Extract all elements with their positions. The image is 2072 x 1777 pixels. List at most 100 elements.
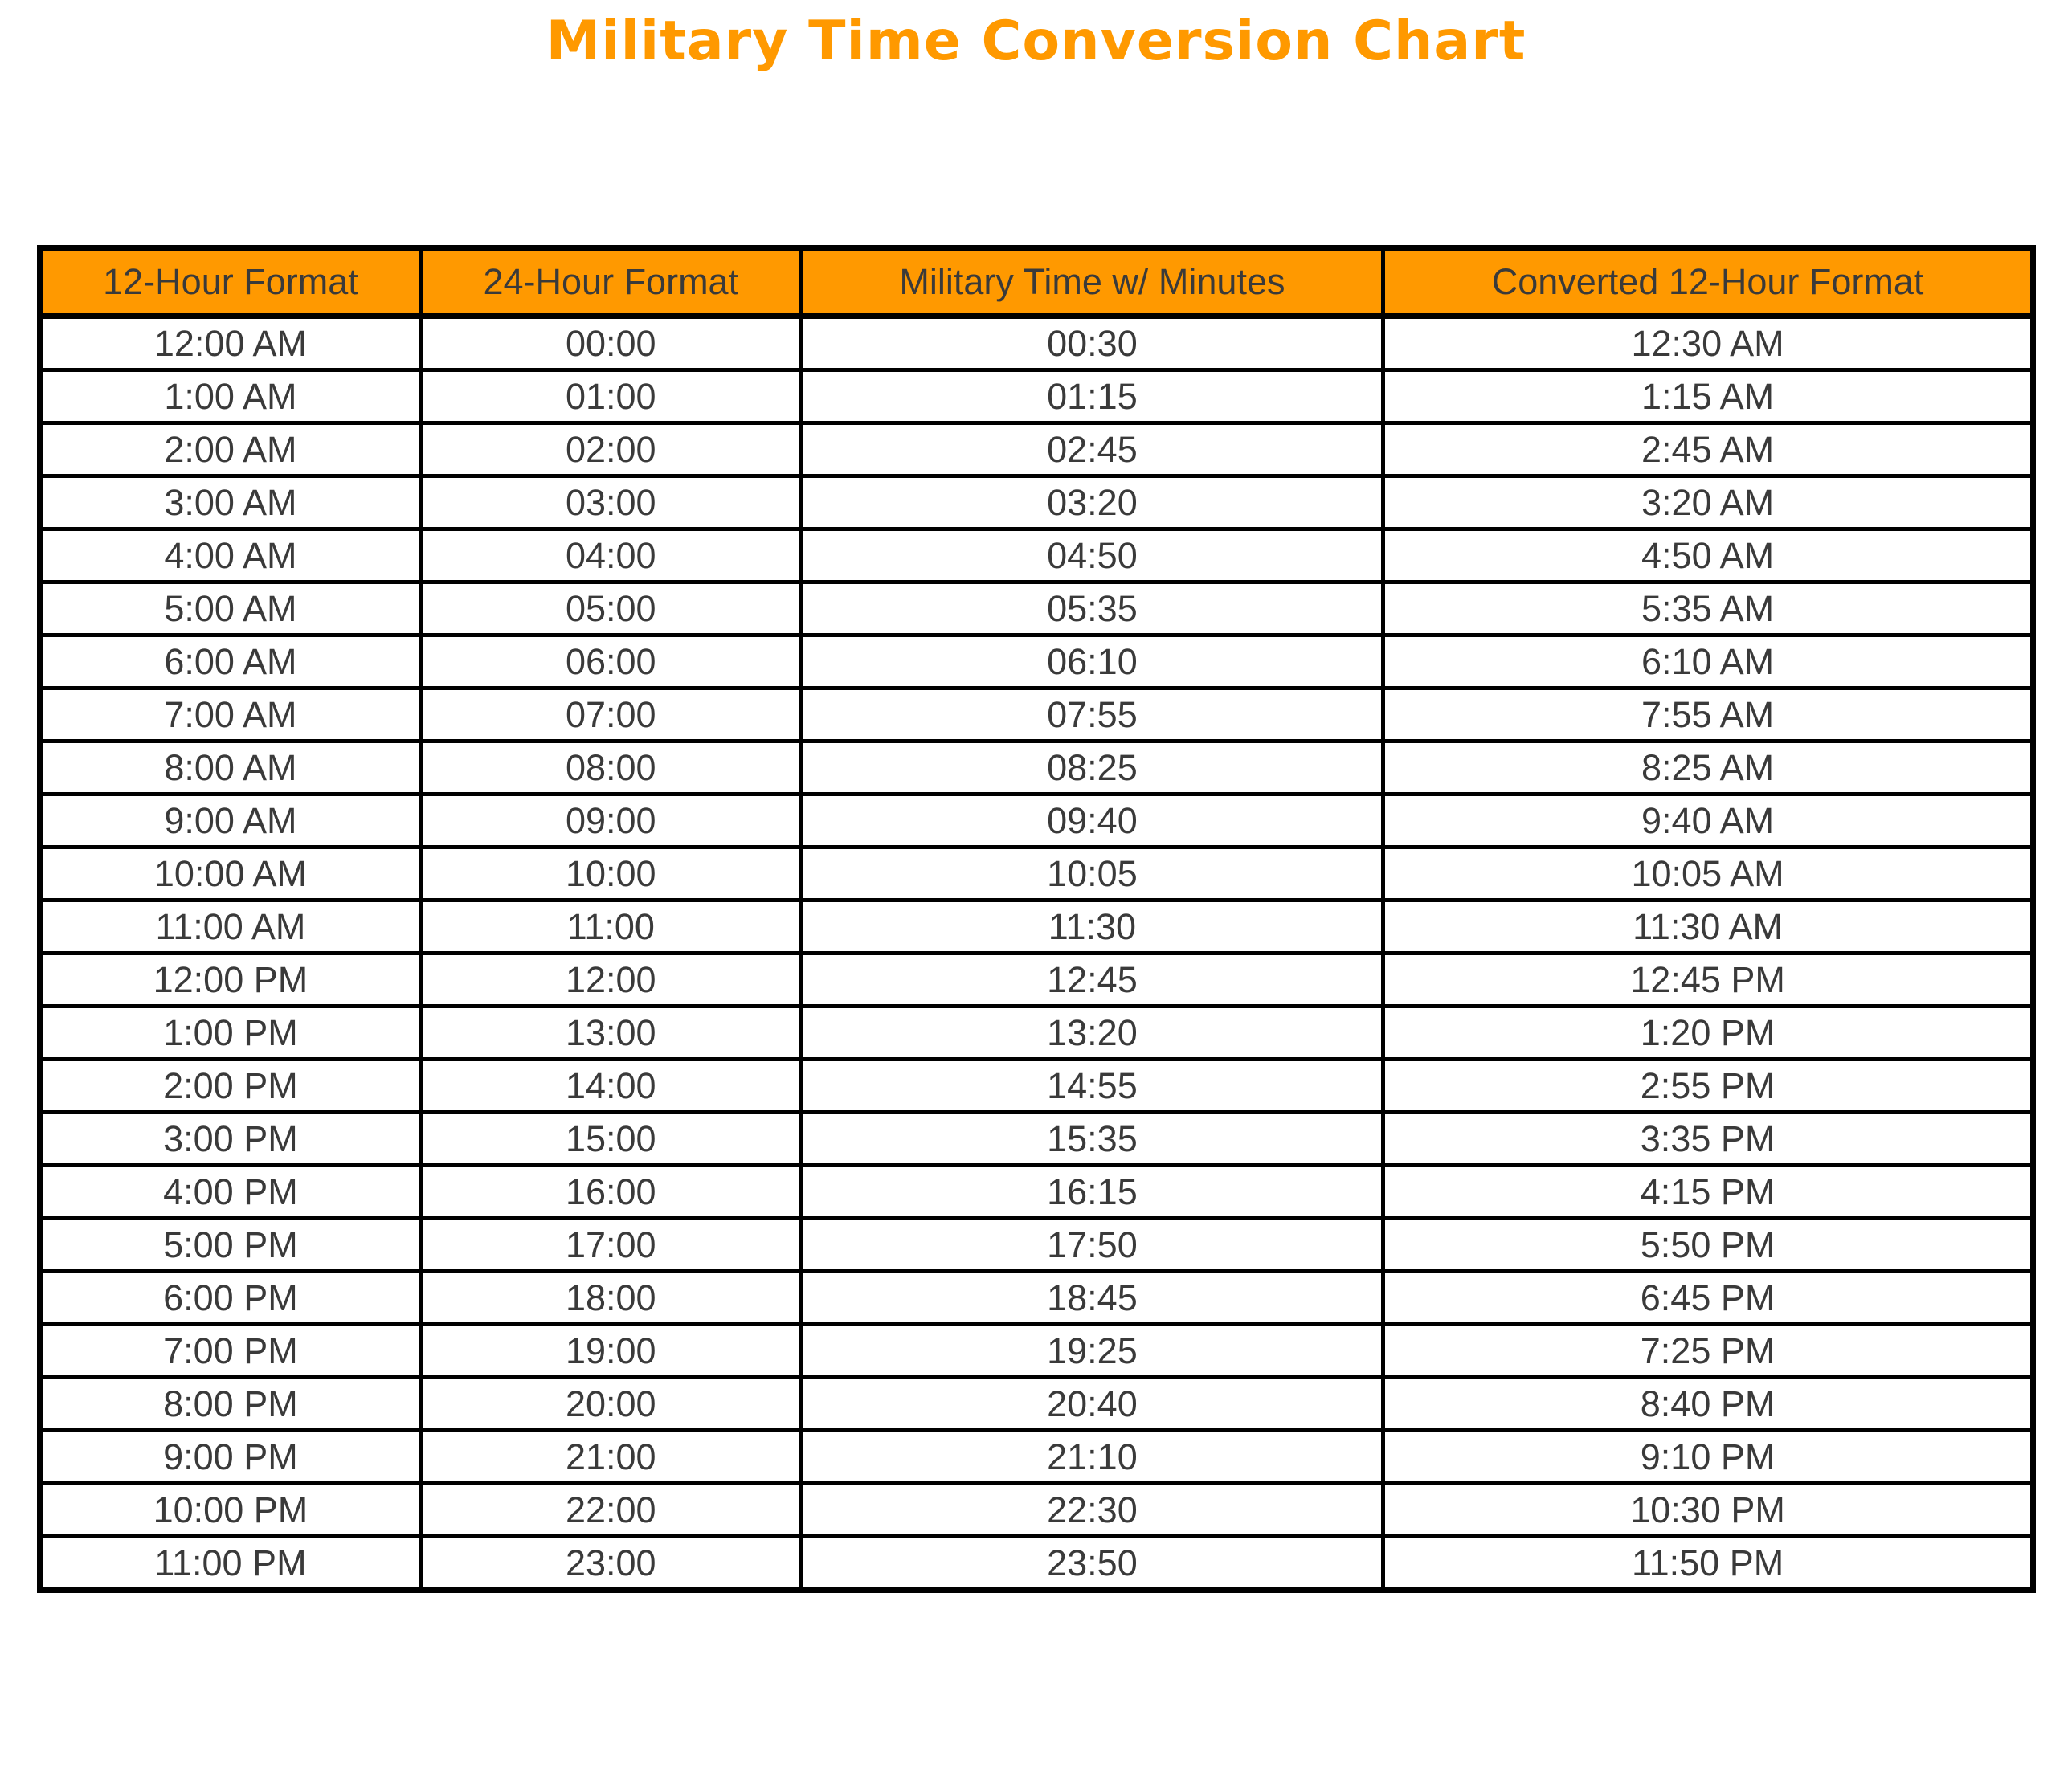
table-row: 8:00 AM 08:00 08:25 8:25 AM	[38, 739, 2035, 796]
table-cell: 6:10 AM	[1381, 633, 2035, 690]
table-row: 1:00 PM 13:00 13:20 1:20 PM	[38, 1004, 2035, 1061]
column-header: Converted 12-Hour Format	[1381, 245, 2035, 319]
table-cell: 19:00	[418, 1322, 803, 1379]
table-cell: 1:00 AM	[38, 368, 423, 425]
table-cell: 9:10 PM	[1381, 1428, 2035, 1485]
table-row: 4:00 PM 16:00 16:15 4:15 PM	[38, 1163, 2035, 1220]
conversion-table: 12-Hour Format 24-Hour Format Military Tim…	[37, 245, 2036, 1593]
table-cell: 07:00	[418, 686, 803, 743]
table-cell: 04:00	[418, 527, 803, 584]
table-cell: 11:30	[799, 898, 1386, 955]
table-cell: 10:05	[799, 845, 1386, 902]
table-cell: 12:45 PM	[1381, 951, 2035, 1008]
table-cell: 2:00 PM	[38, 1057, 423, 1114]
table-row: 2:00 PM 14:00 14:55 2:55 PM	[38, 1057, 2035, 1114]
table-cell: 15:35	[799, 1110, 1386, 1167]
table-cell: 2:45 AM	[1381, 421, 2035, 478]
table-row: 9:00 AM 09:00 09:40 9:40 AM	[38, 792, 2035, 849]
table-cell: 7:00 PM	[38, 1322, 423, 1379]
column-header: Military Time w/ Minutes	[799, 245, 1386, 319]
table-cell: 9:00 PM	[38, 1428, 423, 1485]
table-cell: 06:00	[418, 633, 803, 690]
table-cell: 13:00	[418, 1004, 803, 1061]
table-cell: 11:00 PM	[38, 1534, 423, 1592]
table-cell: 8:25 AM	[1381, 739, 2035, 796]
table-cell: 12:30 AM	[1381, 314, 2035, 372]
table-cell: 8:00 AM	[38, 739, 423, 796]
table-row: 5:00 PM 17:00 17:50 5:50 PM	[38, 1216, 2035, 1273]
table-cell: 10:30 PM	[1381, 1481, 2035, 1538]
table-cell: 11:00	[418, 898, 803, 955]
table-cell: 10:05 AM	[1381, 845, 2035, 902]
table-body: 12:00 AM 00:00 00:30 12:30 AM 1:00 AM 01:00 01…	[38, 314, 2035, 1592]
table-cell: 21:00	[418, 1428, 803, 1485]
table-cell: 4:00 AM	[38, 527, 423, 584]
table-cell: 00:00	[418, 314, 803, 372]
table-row: 1:00 AM 01:00 01:15 1:15 AM	[38, 368, 2035, 425]
table-row: 6:00 PM 18:00 18:45 6:45 PM	[38, 1269, 2035, 1326]
table-cell: 2:00 AM	[38, 421, 423, 478]
table-cell: 17:00	[418, 1216, 803, 1273]
table-row: 12:00 PM 12:00 12:45 12:45 PM	[38, 951, 2035, 1008]
table-cell: 9:00 AM	[38, 792, 423, 849]
table-cell: 08:25	[799, 739, 1386, 796]
column-header: 24-Hour Format	[418, 245, 803, 319]
table-cell: 07:55	[799, 686, 1386, 743]
table-cell: 3:00 PM	[38, 1110, 423, 1167]
table-cell: 4:15 PM	[1381, 1163, 2035, 1220]
table-cell: 02:00	[418, 421, 803, 478]
table-cell: 04:50	[799, 527, 1386, 584]
table-row: 2:00 AM 02:00 02:45 2:45 AM	[38, 421, 2035, 478]
table-cell: 6:00 PM	[38, 1269, 423, 1326]
table-cell: 5:50 PM	[1381, 1216, 2035, 1273]
table-cell: 20:40	[799, 1375, 1386, 1432]
table-cell: 9:40 AM	[1381, 792, 2035, 849]
table-cell: 1:00 PM	[38, 1004, 423, 1061]
table-cell: 16:15	[799, 1163, 1386, 1220]
column-header: 12-Hour Format	[38, 245, 423, 319]
table-cell: 6:00 AM	[38, 633, 423, 690]
table-cell: 12:00 PM	[38, 951, 423, 1008]
table-cell: 01:15	[799, 368, 1386, 425]
table-row: 10:00 PM 22:00 22:30 10:30 PM	[38, 1481, 2035, 1538]
table-cell: 3:35 PM	[1381, 1110, 2035, 1167]
table-row: 8:00 PM 20:00 20:40 8:40 PM	[38, 1375, 2035, 1432]
table-row: 4:00 AM 04:00 04:50 4:50 AM	[38, 527, 2035, 584]
table-cell: 5:35 AM	[1381, 580, 2035, 637]
table-cell: 8:00 PM	[38, 1375, 423, 1432]
table-row: 7:00 PM 19:00 19:25 7:25 PM	[38, 1322, 2035, 1379]
table-cell: 17:50	[799, 1216, 1386, 1273]
table-cell: 3:20 AM	[1381, 474, 2035, 531]
table-cell: 03:20	[799, 474, 1386, 531]
table-cell: 7:00 AM	[38, 686, 423, 743]
table-cell: 10:00 PM	[38, 1481, 423, 1538]
table-cell: 21:10	[799, 1428, 1386, 1485]
table-cell: 10:00	[418, 845, 803, 902]
table-cell: 22:00	[418, 1481, 803, 1538]
table-row: 12:00 AM 00:00 00:30 12:30 AM	[38, 314, 2035, 372]
table-cell: 3:00 AM	[38, 474, 423, 531]
table-cell: 6:45 PM	[1381, 1269, 2035, 1326]
table-cell: 8:40 PM	[1381, 1375, 2035, 1432]
table-cell: 02:45	[799, 421, 1386, 478]
table-cell: 14:00	[418, 1057, 803, 1114]
table-cell: 00:30	[799, 314, 1386, 372]
table-cell: 11:50 PM	[1381, 1534, 2035, 1592]
table-cell: 1:20 PM	[1381, 1004, 2035, 1061]
table-cell: 5:00 PM	[38, 1216, 423, 1273]
table-cell: 09:00	[418, 792, 803, 849]
table-cell: 12:00 AM	[38, 314, 423, 372]
table-header-row: 12-Hour Format 24-Hour Format Military Tim…	[38, 245, 2035, 319]
table-cell: 2:55 PM	[1381, 1057, 2035, 1114]
table-cell: 05:00	[418, 580, 803, 637]
table-cell: 23:50	[799, 1534, 1386, 1592]
table-row: 9:00 PM 21:00 21:10 9:10 PM	[38, 1428, 2035, 1485]
table-cell: 15:00	[418, 1110, 803, 1167]
table-cell: 4:00 PM	[38, 1163, 423, 1220]
table-cell: 11:30 AM	[1381, 898, 2035, 955]
table-cell: 7:25 PM	[1381, 1322, 2035, 1379]
table-cell: 13:20	[799, 1004, 1386, 1061]
table-cell: 10:00 AM	[38, 845, 423, 902]
table-row: 6:00 AM 06:00 06:10 6:10 AM	[38, 633, 2035, 690]
table-row: 3:00 AM 03:00 03:20 3:20 AM	[38, 474, 2035, 531]
